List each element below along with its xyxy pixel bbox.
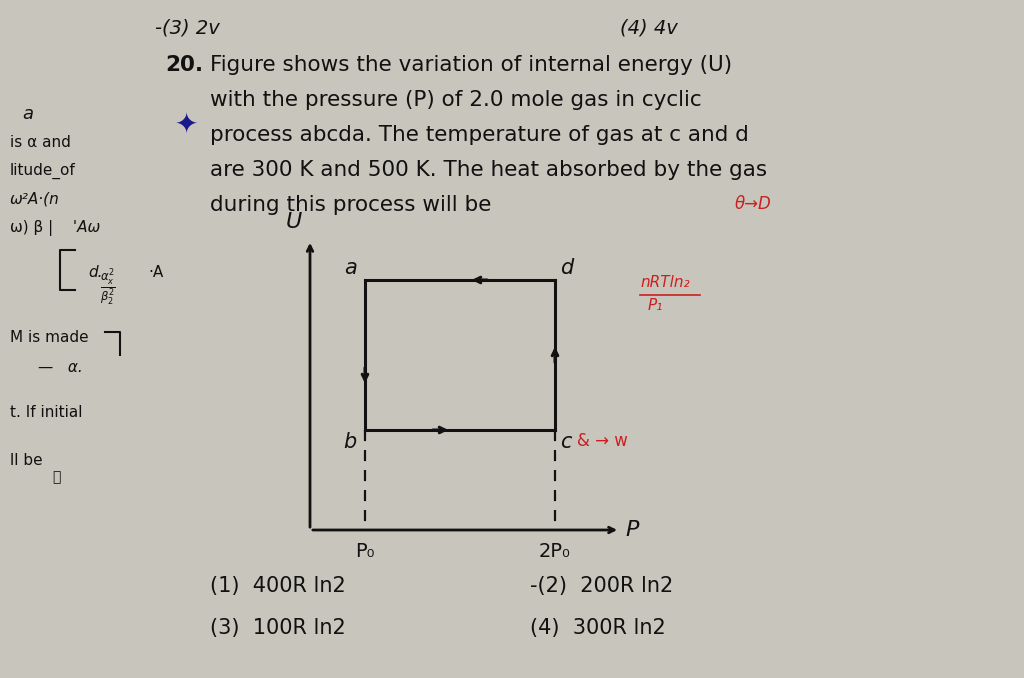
- Text: b: b: [344, 432, 357, 452]
- Text: P₁: P₁: [648, 298, 664, 313]
- Text: ω) β |: ω) β |: [10, 220, 53, 236]
- Text: process abcda. The temperature of gas at c and d: process abcda. The temperature of gas at…: [210, 125, 749, 145]
- Text: -(3) 2v: -(3) 2v: [155, 18, 220, 37]
- Text: litude_of: litude_of: [10, 163, 76, 179]
- Text: P: P: [625, 520, 638, 540]
- Text: & → w: & → w: [577, 432, 628, 450]
- Text: P₀: P₀: [355, 542, 375, 561]
- Text: (4)  300R ln2: (4) 300R ln2: [530, 618, 666, 638]
- Text: (1)  400R ln2: (1) 400R ln2: [210, 576, 346, 596]
- Text: with the pressure (P) of 2.0 mole gas in cyclic: with the pressure (P) of 2.0 mole gas in…: [210, 90, 701, 110]
- Text: θ→D: θ→D: [735, 195, 772, 213]
- Text: d.: d.: [88, 265, 102, 280]
- Text: ✦: ✦: [175, 110, 199, 138]
- Text: —   α.: — α.: [38, 360, 83, 375]
- Text: Figure shows the variation of internal energy (U): Figure shows the variation of internal e…: [210, 55, 732, 75]
- Text: t. If initial: t. If initial: [10, 405, 83, 420]
- Text: (3)  100R ln2: (3) 100R ln2: [210, 618, 346, 638]
- Text: is α and: is α and: [10, 135, 71, 150]
- Text: nRTln₂: nRTln₂: [640, 275, 689, 290]
- Text: ⌒: ⌒: [52, 470, 60, 484]
- Text: are 300 K and 500 K. The heat absorbed by the gas: are 300 K and 500 K. The heat absorbed b…: [210, 160, 767, 180]
- Text: (4) 4v: (4) 4v: [620, 18, 678, 37]
- Text: during this process will be: during this process will be: [210, 195, 492, 215]
- Text: U: U: [286, 212, 302, 232]
- Text: ·A: ·A: [148, 265, 163, 280]
- Text: 2P₀: 2P₀: [539, 542, 571, 561]
- Text: ll be: ll be: [10, 453, 43, 468]
- Text: $\frac{\alpha_x^2}{\beta_2^2}$: $\frac{\alpha_x^2}{\beta_2^2}$: [100, 268, 116, 308]
- Text: 20.: 20.: [165, 55, 203, 75]
- Text: d: d: [560, 258, 573, 278]
- Text: c: c: [560, 432, 571, 452]
- Text: a: a: [22, 105, 33, 123]
- Text: 'Aω: 'Aω: [68, 220, 100, 235]
- Text: M is made: M is made: [10, 330, 89, 345]
- Text: a: a: [344, 258, 357, 278]
- Text: -(2)  200R ln2: -(2) 200R ln2: [530, 576, 673, 596]
- Text: ω²A·(n: ω²A·(n: [10, 191, 59, 206]
